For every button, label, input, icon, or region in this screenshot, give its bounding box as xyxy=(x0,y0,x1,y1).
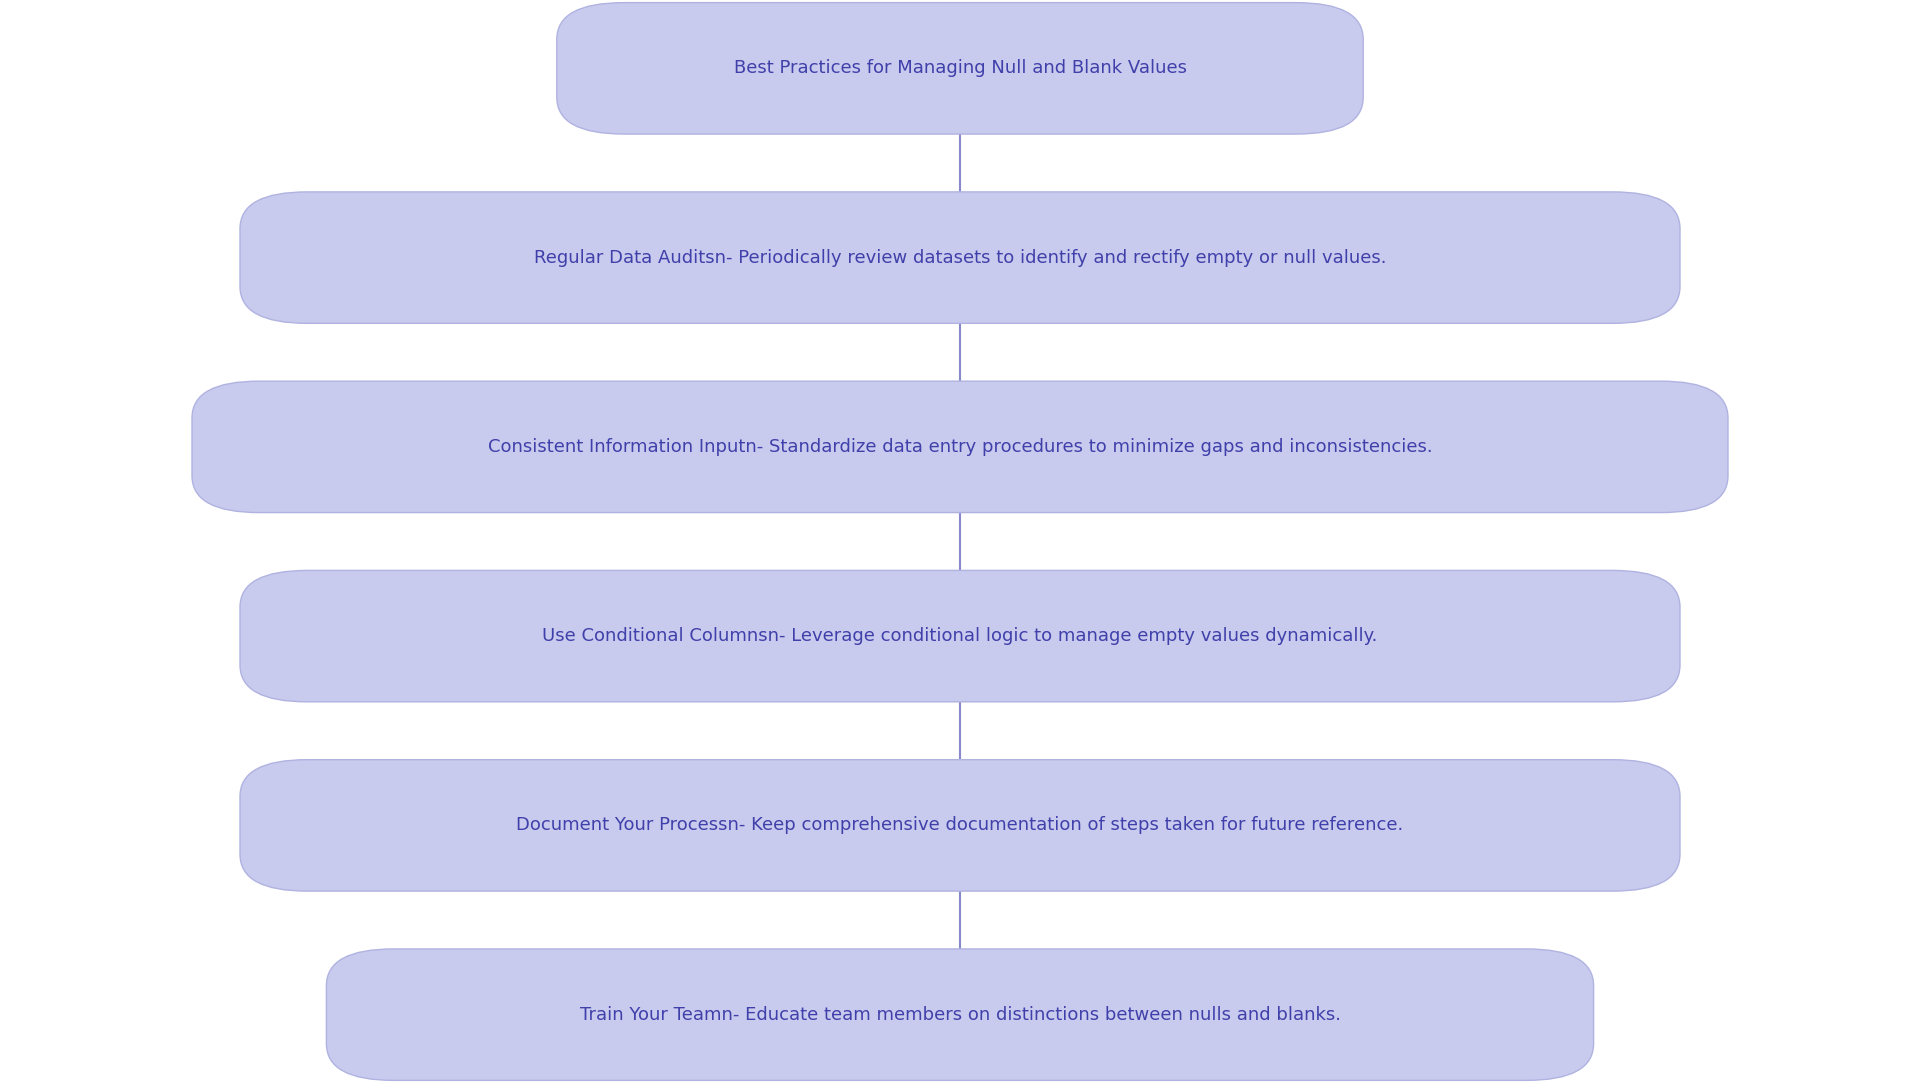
Text: Document Your Processn- Keep comprehensive documentation of steps taken for futu: Document Your Processn- Keep comprehensi… xyxy=(516,817,1404,834)
Text: Consistent Information Inputn- Standardize data entry procedures to minimize gap: Consistent Information Inputn- Standardi… xyxy=(488,438,1432,456)
FancyBboxPatch shape xyxy=(240,759,1680,891)
FancyBboxPatch shape xyxy=(240,192,1680,324)
FancyBboxPatch shape xyxy=(192,381,1728,512)
Text: Best Practices for Managing Null and Blank Values: Best Practices for Managing Null and Bla… xyxy=(733,60,1187,77)
FancyBboxPatch shape xyxy=(326,949,1594,1081)
Text: Train Your Teamn- Educate team members on distinctions between nulls and blanks.: Train Your Teamn- Educate team members o… xyxy=(580,1006,1340,1023)
Text: Use Conditional Columnsn- Leverage conditional logic to manage empty values dyna: Use Conditional Columnsn- Leverage condi… xyxy=(541,627,1379,645)
FancyBboxPatch shape xyxy=(240,571,1680,702)
Text: Regular Data Auditsn- Periodically review datasets to identify and rectify empty: Regular Data Auditsn- Periodically revie… xyxy=(534,249,1386,266)
FancyBboxPatch shape xyxy=(557,2,1363,134)
